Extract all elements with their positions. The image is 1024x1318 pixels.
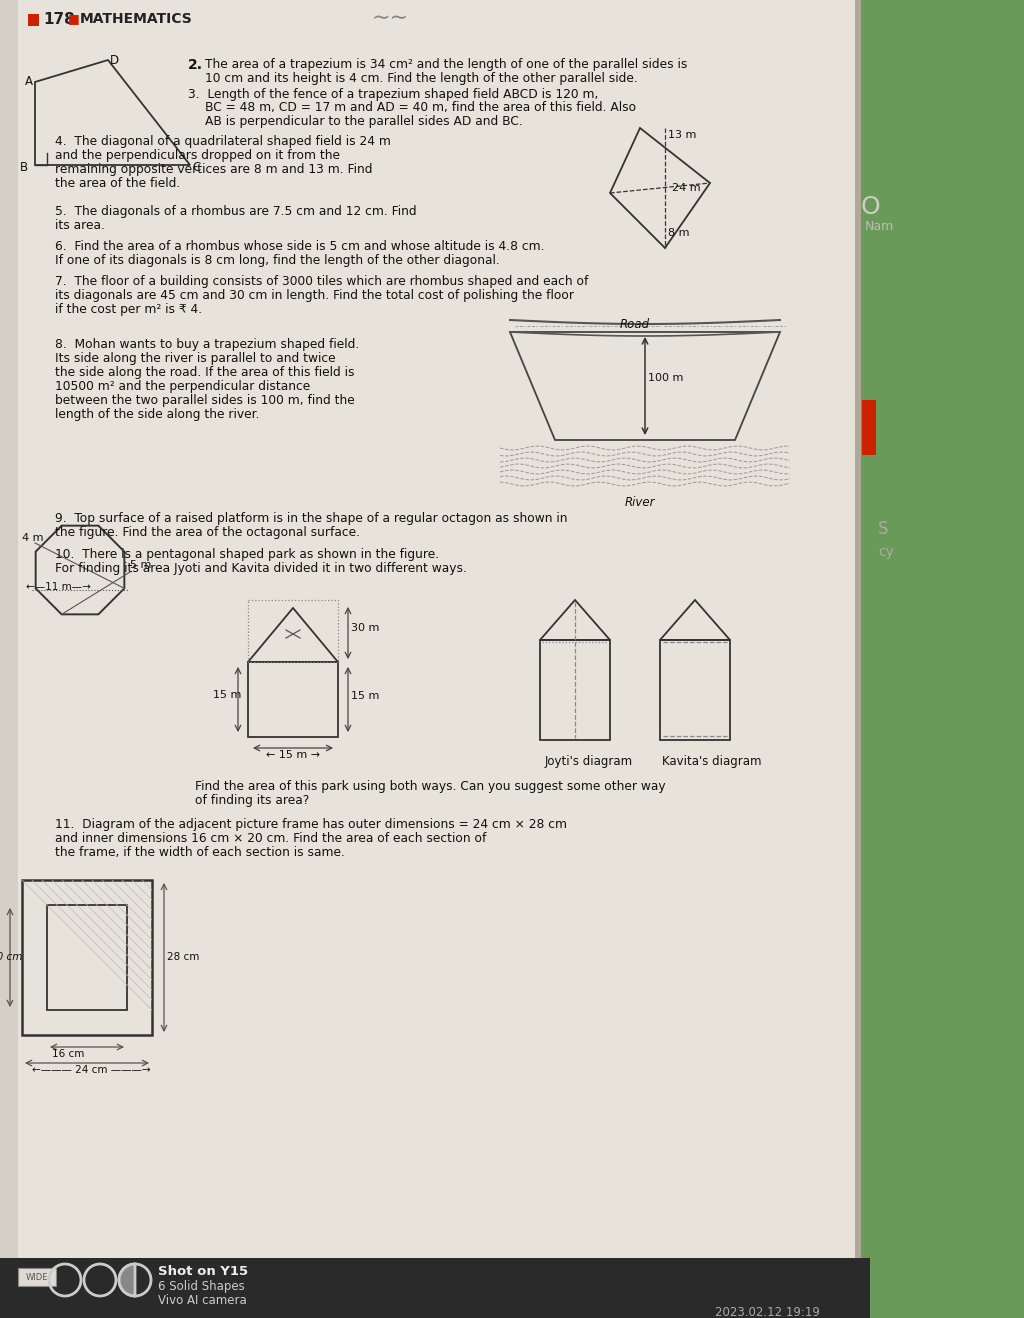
Text: if the cost per m² is ₹ 4.: if the cost per m² is ₹ 4.: [55, 303, 202, 316]
Text: WIDE: WIDE: [26, 1272, 48, 1281]
Text: For finding its area Jyoti and Kavita divided it in two different ways.: For finding its area Jyoti and Kavita di…: [55, 561, 467, 575]
Bar: [22, 880, 152, 1035]
Text: Its side along the river is parallel to and twice: Its side along the river is parallel to …: [55, 352, 336, 365]
Text: Find the area of this park using both ways. Can you suggest some other way: Find the area of this park using both wa…: [195, 780, 666, 793]
Text: S: S: [878, 521, 889, 538]
Text: and the perpendiculars dropped on it from the: and the perpendiculars dropped on it fro…: [55, 149, 340, 162]
Text: 16 cm: 16 cm: [52, 1049, 84, 1058]
Text: 15 m: 15 m: [351, 691, 379, 701]
Bar: [0, 1257, 870, 1318]
Text: Nam: Nam: [865, 220, 894, 233]
Text: 20 cm: 20 cm: [0, 952, 23, 962]
Text: 4 m: 4 m: [22, 532, 43, 543]
Text: 10 cm and its height is 4 cm. Find the length of the other parallel side.: 10 cm and its height is 4 cm. Find the l…: [205, 72, 638, 84]
Text: Shot on Y15: Shot on Y15: [158, 1265, 248, 1278]
Text: the side along the road. If the area of this field is: the side along the road. If the area of …: [55, 366, 354, 380]
Text: 3.  Length of the fence of a trapezium shaped field ABCD is 120 m,: 3. Length of the fence of a trapezium sh…: [188, 88, 598, 101]
Text: 2023.02.12 19:19: 2023.02.12 19:19: [715, 1306, 820, 1318]
Text: Vivo AI camera: Vivo AI camera: [158, 1294, 247, 1307]
Text: B: B: [20, 161, 28, 174]
Bar: [862, 399, 876, 455]
Text: 13 m: 13 m: [668, 130, 696, 140]
Text: 178: 178: [43, 12, 75, 26]
Text: Road: Road: [620, 318, 650, 331]
Text: 24 m: 24 m: [672, 183, 700, 192]
Text: its area.: its area.: [55, 219, 104, 232]
Text: 7.  The floor of a building consists of 3000 tiles which are rhombus shaped and : 7. The floor of a building consists of 3…: [55, 275, 589, 289]
Text: ←——— 24 cm ———→: ←——— 24 cm ———→: [32, 1065, 151, 1075]
Text: AB is perpendicular to the parallel sides AD and BC.: AB is perpendicular to the parallel side…: [205, 115, 522, 128]
Bar: [18, 1268, 56, 1286]
Text: 28 cm: 28 cm: [167, 952, 200, 962]
Text: Kavita's diagram: Kavita's diagram: [662, 755, 762, 768]
Text: 10.  There is a pentagonal shaped park as shown in the figure.: 10. There is a pentagonal shaped park as…: [55, 548, 439, 561]
Bar: [47, 905, 127, 1010]
Bar: [28, 14, 39, 26]
Text: 4.  The diagonal of a quadrilateral shaped field is 24 m: 4. The diagonal of a quadrilateral shape…: [55, 134, 391, 148]
Text: ∼∼: ∼∼: [372, 8, 409, 28]
Text: 6 Solid Shapes: 6 Solid Shapes: [158, 1280, 245, 1293]
Bar: [0, 0, 870, 1318]
Text: If one of its diagonals is 8 cm long, find the length of the other diagonal.: If one of its diagonals is 8 cm long, fi…: [55, 254, 500, 268]
Wedge shape: [119, 1264, 135, 1296]
Text: Joyti's diagram: Joyti's diagram: [545, 755, 633, 768]
Bar: [0, 0, 18, 1318]
Text: MATHEMATICS: MATHEMATICS: [80, 12, 193, 26]
Text: the frame, if the width of each section is same.: the frame, if the width of each section …: [55, 846, 345, 859]
Text: ←—11 m—→: ←—11 m—→: [26, 583, 91, 592]
Text: D: D: [110, 54, 119, 67]
Text: A: A: [25, 75, 33, 88]
Text: between the two parallel sides is 100 m, find the: between the two parallel sides is 100 m,…: [55, 394, 354, 407]
Text: BC = 48 m, CD = 17 m and AD = 40 m, find the area of this field. Also: BC = 48 m, CD = 17 m and AD = 40 m, find…: [205, 101, 636, 113]
Text: 15 m: 15 m: [213, 691, 242, 700]
Text: C: C: [193, 161, 201, 174]
Bar: [858, 0, 1024, 1318]
Text: ← 15 m →: ← 15 m →: [266, 750, 321, 760]
Text: 2.: 2.: [188, 58, 203, 72]
Text: the area of the field.: the area of the field.: [55, 177, 180, 190]
Bar: [540, 641, 610, 739]
Text: the figure. Find the area of the octagonal surface.: the figure. Find the area of the octagon…: [55, 526, 360, 539]
Text: 100 m: 100 m: [648, 373, 683, 384]
Text: 6.  Find the area of a rhombus whose side is 5 cm and whose altitude is 4.8 cm.: 6. Find the area of a rhombus whose side…: [55, 240, 545, 253]
Bar: [248, 662, 338, 737]
Bar: [855, 0, 861, 1318]
Text: O: O: [860, 195, 880, 219]
Text: 5 m: 5 m: [130, 560, 152, 569]
Text: 8 m: 8 m: [668, 228, 689, 239]
Text: 11.  Diagram of the adjacent picture frame has outer dimensions = 24 cm × 28 cm: 11. Diagram of the adjacent picture fram…: [55, 818, 567, 832]
Text: its diagonals are 45 cm and 30 cm in length. Find the total cost of polishing th: its diagonals are 45 cm and 30 cm in len…: [55, 289, 574, 302]
Text: 10500 m² and the perpendicular distance: 10500 m² and the perpendicular distance: [55, 380, 310, 393]
Text: remaining opposite vertices are 8 m and 13 m. Find: remaining opposite vertices are 8 m and …: [55, 163, 373, 177]
Text: 30 m: 30 m: [351, 623, 379, 633]
Bar: [660, 641, 730, 739]
Text: 9.  Top surface of a raised platform is in the shape of a regular octagon as sho: 9. Top surface of a raised platform is i…: [55, 511, 567, 525]
Text: 8.  Mohan wants to buy a trapezium shaped field.: 8. Mohan wants to buy a trapezium shaped…: [55, 337, 359, 351]
Text: River: River: [625, 496, 655, 509]
Text: ■: ■: [68, 12, 80, 25]
Text: cy: cy: [878, 546, 894, 559]
Text: 5.  The diagonals of a rhombus are 7.5 cm and 12 cm. Find: 5. The diagonals of a rhombus are 7.5 cm…: [55, 206, 417, 217]
Text: length of the side along the river.: length of the side along the river.: [55, 409, 259, 420]
Text: and inner dimensions 16 cm × 20 cm. Find the area of each section of: and inner dimensions 16 cm × 20 cm. Find…: [55, 832, 486, 845]
Text: of finding its area?: of finding its area?: [195, 793, 309, 807]
Text: The area of a trapezium is 34 cm² and the length of one of the parallel sides is: The area of a trapezium is 34 cm² and th…: [205, 58, 687, 71]
